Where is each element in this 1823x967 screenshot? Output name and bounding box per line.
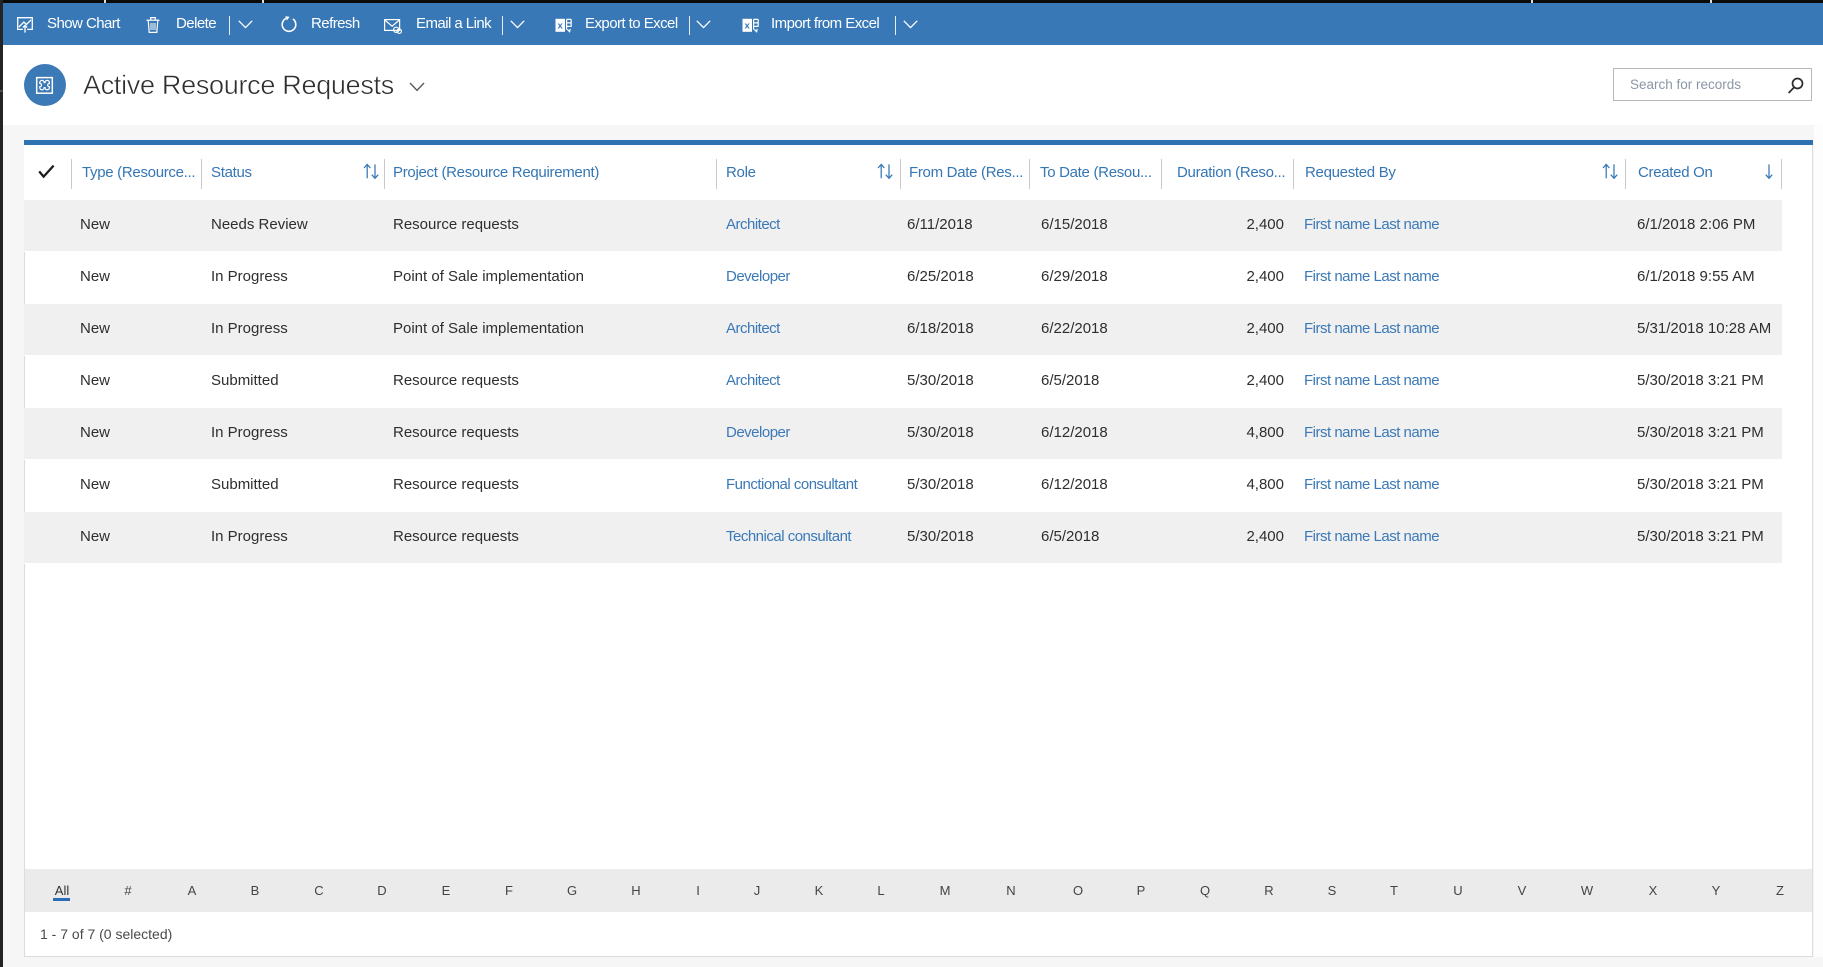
svg-text:x: x: [745, 20, 751, 31]
svg-text:x: x: [558, 20, 564, 31]
